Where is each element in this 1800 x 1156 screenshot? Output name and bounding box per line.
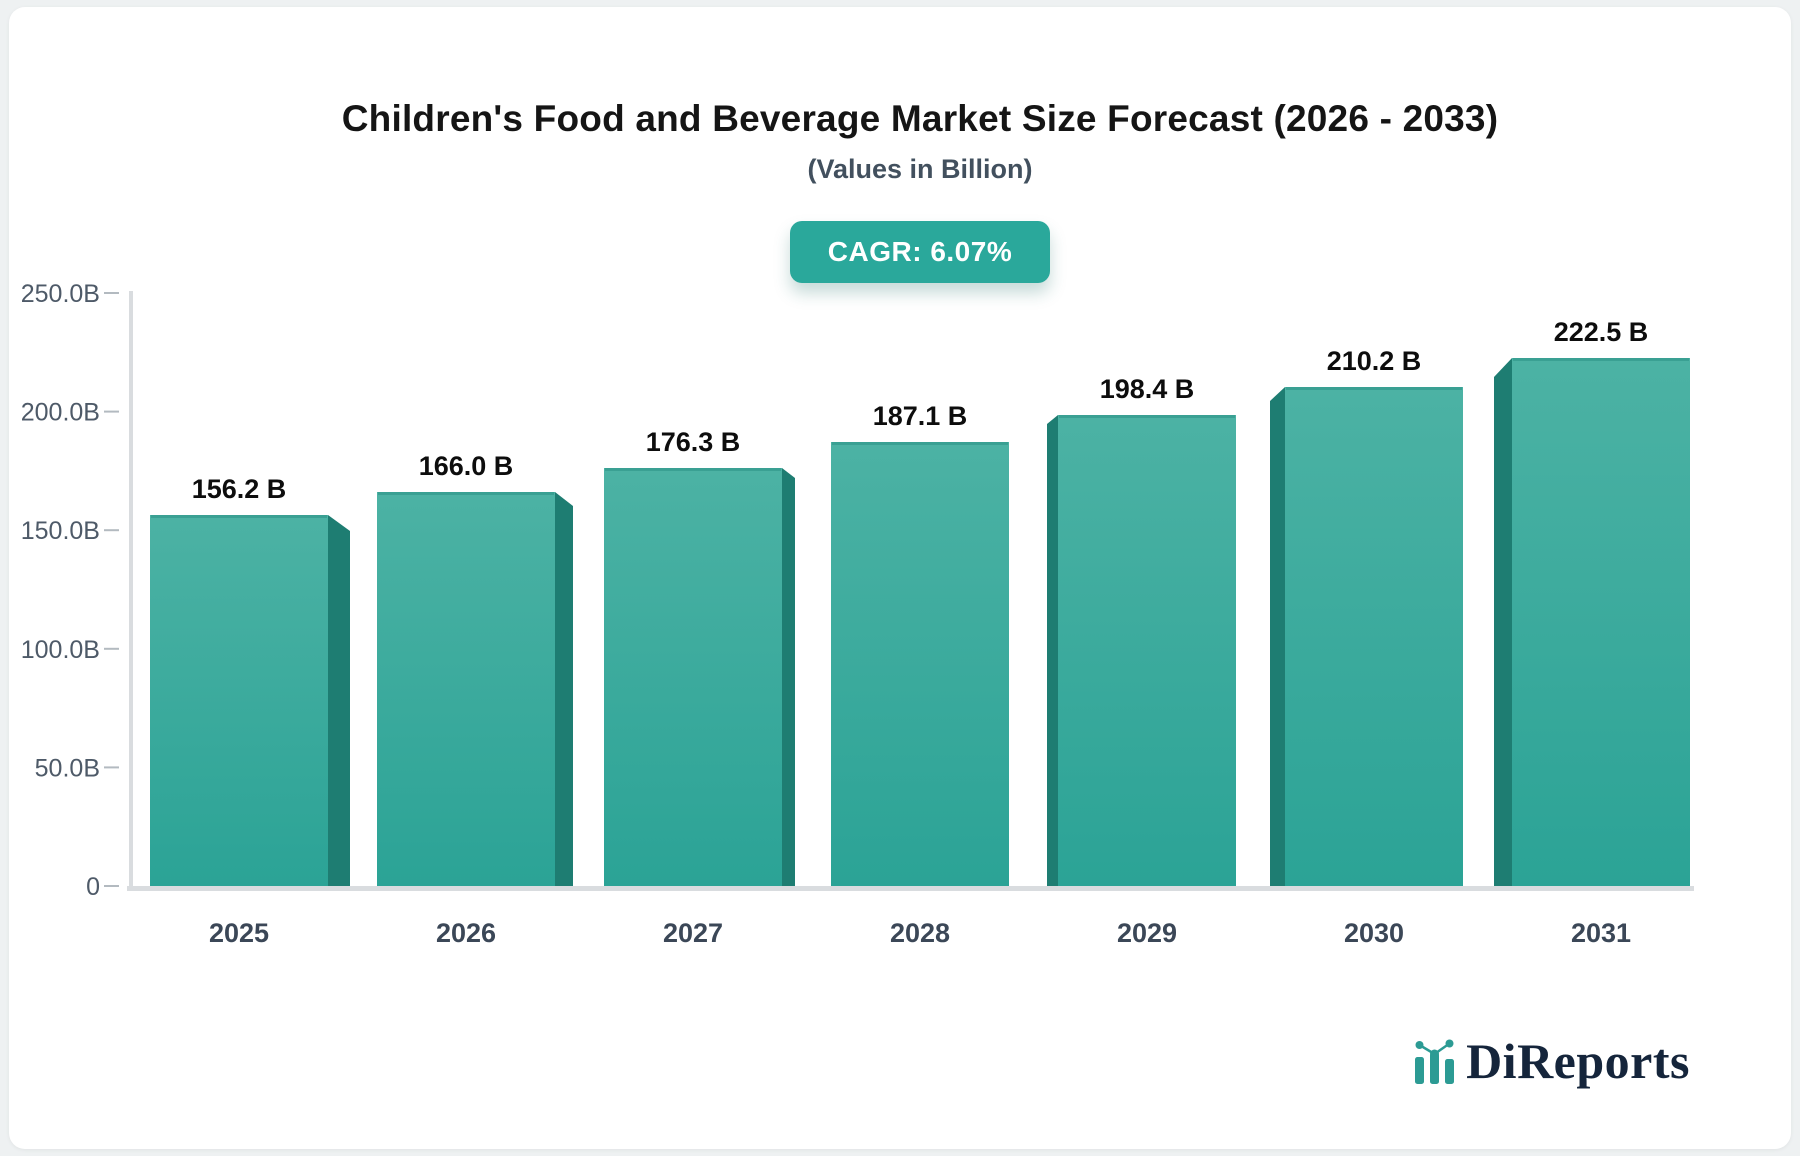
bar-value-label: 156.2 B <box>192 474 287 504</box>
bar-side-2027 <box>782 468 795 886</box>
x-tick-label: 2025 <box>209 918 269 948</box>
mini-bar-line-chart-icon <box>1415 1039 1455 1084</box>
y-tick-label: 150.0B <box>21 517 100 545</box>
y-tick-label: 250.0B <box>21 280 100 308</box>
bar-2031 <box>1512 358 1690 886</box>
bar-side-2031 <box>1494 358 1512 886</box>
x-tick-label: 2031 <box>1571 918 1631 948</box>
bar-value-label: 166.0 B <box>419 451 514 481</box>
bar-value-label: 176.3 B <box>646 427 741 457</box>
bar-value-label: 222.5 B <box>1554 317 1649 347</box>
bar-value-label: 198.4 B <box>1100 374 1195 404</box>
y-tick-label: 0 <box>86 873 100 901</box>
x-tick-label: 2030 <box>1344 918 1404 948</box>
brand-logo: DiReports <box>1412 1036 1690 1086</box>
bar-side-2025 <box>328 515 350 886</box>
bar-2029 <box>1058 415 1236 886</box>
bar-2026 <box>377 492 555 886</box>
x-tick-label: 2026 <box>436 918 496 948</box>
chart-header: Children's Food and Beverage Market Size… <box>130 0 1710 283</box>
y-tick-label: 100.0B <box>21 636 100 664</box>
bar-2025 <box>150 515 328 886</box>
bar-side-2030 <box>1270 387 1285 886</box>
bar-value-label: 187.1 B <box>873 401 968 431</box>
x-tick-label: 2027 <box>663 918 723 948</box>
brand-logo-text: DiReports <box>1466 1033 1690 1089</box>
y-tick-label: 50.0B <box>35 754 100 782</box>
bar-side-2026 <box>555 492 573 886</box>
y-tick-label: 200.0B <box>21 399 100 427</box>
x-tick-label: 2029 <box>1117 918 1177 948</box>
bar-side-2029 <box>1047 415 1058 886</box>
bar-value-label: 210.2 B <box>1327 346 1422 376</box>
bar-2027 <box>604 468 782 886</box>
cagr-badge: CAGR: 6.07% <box>789 221 1051 283</box>
chart-title: Children's Food and Beverage Market Size… <box>341 98 1499 139</box>
chart-subtitle: (Values in Billion) <box>807 154 1033 184</box>
bar-2028 <box>831 442 1009 886</box>
x-tick-label: 2028 <box>890 918 950 948</box>
bar-2030 <box>1285 387 1463 886</box>
